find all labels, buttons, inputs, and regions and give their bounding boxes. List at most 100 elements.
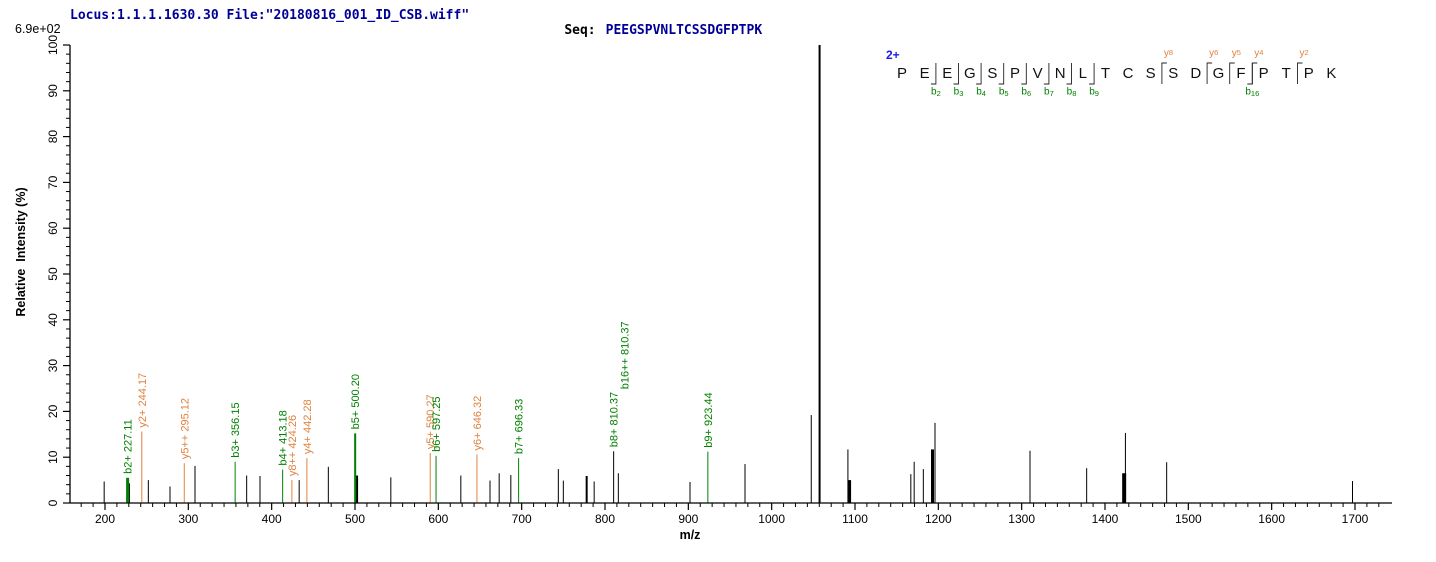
- x-tick-label: 1000: [758, 512, 785, 526]
- fragment-ion-label: y4: [1254, 48, 1263, 59]
- peak-label: y5+ 590.27: [425, 394, 437, 449]
- b-fragment-marker: [998, 63, 1005, 85]
- y-tick-label: 100: [46, 35, 60, 55]
- residue-letter: P: [1259, 65, 1269, 82]
- fragment-ion-label: b4: [976, 87, 986, 99]
- seq-value: PEEGSPVNLTCSSDGFPTPK: [605, 23, 763, 38]
- x-tick-label: 900: [678, 512, 698, 526]
- fragment-ion-label: b5: [999, 87, 1009, 99]
- residue-letter: K: [1326, 65, 1336, 82]
- y-tick-label: 40: [46, 313, 60, 327]
- peak-label: y6+ 646.32: [472, 396, 484, 451]
- fragment-ion-label: b3: [954, 87, 964, 99]
- fragment-ion-label: b8: [1067, 87, 1077, 99]
- residue-letter: P: [897, 65, 907, 82]
- x-tick-label: 700: [512, 512, 532, 526]
- residue-letter: S: [1146, 65, 1156, 82]
- b-fragment-marker: [930, 63, 937, 85]
- fragment-ion-label: b16: [1245, 87, 1259, 99]
- fragment-ion-label: b2: [931, 87, 941, 99]
- peptide-annotation: 2+P E E G S P V N L T C S S D G F P T P Kb2 b3 b4 b5 b6 b7 b8 b9 b1…: [886, 48, 1336, 98]
- peak-label: b8+ 810.37: [609, 392, 621, 447]
- peak-label: b16++ 810.37: [620, 321, 632, 389]
- x-tick-label: 1400: [1092, 512, 1119, 526]
- peak-label: b9+ 923.44: [703, 392, 715, 447]
- fragment-ion-label: y5: [1232, 48, 1241, 59]
- base-peak-intensity-label: 6.9e+02: [15, 22, 61, 36]
- residue-letter: L: [1079, 65, 1087, 82]
- residue-letter: C: [1123, 65, 1134, 82]
- peak-label: y2+ 244.17: [137, 373, 149, 428]
- x-tick-label: 600: [428, 512, 448, 526]
- y-fragment-marker: [1229, 62, 1235, 84]
- fragment-ion-label: y8: [1164, 48, 1173, 59]
- x-tick-label: 1500: [1175, 512, 1202, 526]
- b-fragment-marker: [1066, 63, 1072, 85]
- y-tick-label: 20: [46, 404, 60, 418]
- residue-letter: D: [1190, 65, 1201, 82]
- x-tick-label: 800: [595, 512, 615, 526]
- x-tick-label: 1100: [842, 512, 868, 526]
- y-tick-label: 30: [46, 359, 60, 373]
- b-fragment-marker: [953, 63, 959, 85]
- b-fragment-marker: [1089, 63, 1095, 85]
- residue-letter: E: [920, 65, 930, 82]
- peak-label: b2+ 227.11: [123, 419, 135, 474]
- x-tick-label: 1600: [1258, 512, 1285, 526]
- unannotated-peaks: [103, 45, 1353, 503]
- axes: [69, 45, 1392, 504]
- y-ticks: 0 10 20 30 40 50 60 70 80 90 100: [46, 35, 70, 506]
- locus-file-text: Locus:1.1.1.1630.30 File:"20180816_001_I…: [70, 8, 470, 23]
- x-tick-label: 1700: [1342, 512, 1369, 526]
- y-tick-label: 10: [46, 450, 60, 464]
- y-tick-label: 80: [46, 130, 60, 144]
- fragment-ion-label: b6: [1021, 87, 1031, 99]
- residue-letter: S: [1168, 65, 1178, 82]
- y-fragment-marker: [1297, 62, 1303, 84]
- x-tick-label: 200: [95, 512, 115, 526]
- peak-label: b4+ 413.18: [278, 410, 290, 465]
- seq-label: Seq:: [564, 23, 596, 38]
- sequence-line: Seq: PEEGSPVNLTCSSDGFPTPK: [533, 8, 762, 53]
- peak-label: b6+ 597.25: [431, 396, 443, 451]
- x-tick-label: 300: [178, 512, 198, 526]
- y-tick-label: 90: [46, 84, 60, 98]
- peak-label: b3+ 356.15: [230, 402, 242, 457]
- x-tick-label: 1200: [925, 512, 952, 526]
- fragment-ion-label: b9: [1089, 87, 1099, 99]
- x-tick-label: 1300: [1008, 512, 1035, 526]
- residue-letter: G: [964, 65, 976, 82]
- y-tick-label: 0: [46, 499, 60, 506]
- b-fragment-marker: [976, 63, 982, 85]
- y-fragment-marker: [1251, 62, 1258, 84]
- y-tick-label: 70: [46, 175, 60, 189]
- x-tick-label: 500: [345, 512, 365, 526]
- peak-label: y8++ 424.26: [287, 415, 299, 476]
- axis-titles: m/z Relative Intensity (%): [14, 187, 700, 542]
- residue-letter: P: [1304, 65, 1314, 82]
- y-fragment-marker: [1206, 62, 1213, 84]
- b-fragment-marker: [1043, 63, 1050, 85]
- residue-letter: T: [1101, 65, 1110, 82]
- b-fragment-marker: [1247, 63, 1253, 85]
- fragment-ion-label: b7: [1044, 87, 1054, 99]
- y-tick-label: 60: [46, 221, 60, 235]
- residue-letter: S: [987, 65, 997, 82]
- residue-letter: F: [1236, 65, 1245, 82]
- fragment-ion-label: y6: [1209, 48, 1218, 59]
- x-tick-label: 400: [262, 512, 282, 526]
- y-fragment-marker: [1161, 62, 1167, 84]
- peak-label: y5++ 295.12: [179, 398, 191, 459]
- y-tick-label: 50: [46, 267, 60, 281]
- peak-label: y4+ 442.28: [302, 399, 314, 454]
- residue-letter: P: [1010, 65, 1020, 82]
- x-ticks: 200 300 400 500 600 700 800 900 1000 1100 1200 1300…: [80, 503, 1380, 526]
- fragment-ion-label: y2: [1300, 48, 1309, 59]
- residue-letter: G: [1213, 65, 1225, 82]
- peak-label: b5+ 500.20: [350, 374, 362, 429]
- b-fragment-marker: [1021, 63, 1027, 85]
- precursor-charge: 2+: [886, 48, 900, 62]
